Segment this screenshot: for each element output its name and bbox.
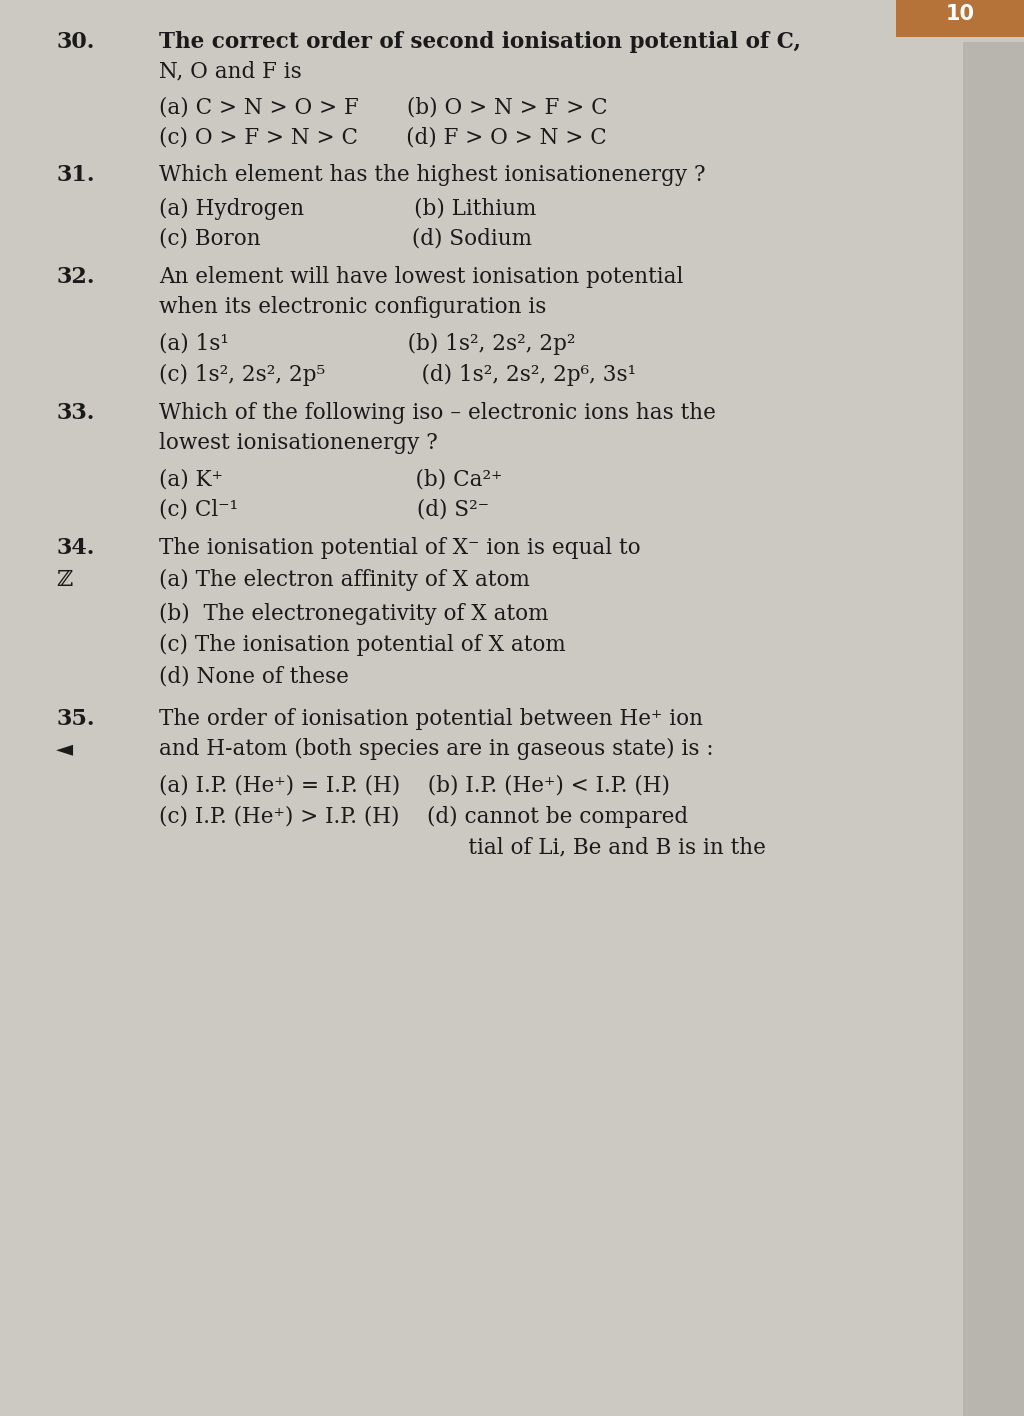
Text: 35.: 35. [56,708,95,731]
Text: (c) Boron                      (d) Sodium: (c) Boron (d) Sodium [159,228,531,251]
Bar [963,42,1024,1416]
Text: (c) 1s², 2s², 2p⁵              (d) 1s², 2s², 2p⁶, 3s¹: (c) 1s², 2s², 2p⁵ (d) 1s², 2s², 2p⁶, 3s¹ [159,364,636,387]
Text: 33.: 33. [56,402,94,425]
Text: tial of Li, Be and B is in the: tial of Li, Be and B is in the [159,837,766,860]
Text: ◄: ◄ [56,738,74,760]
Text: (a) 1s¹                          (b) 1s², 2s², 2p²: (a) 1s¹ (b) 1s², 2s², 2p² [159,333,575,355]
Text: The ionisation potential of X⁻ ion is equal to: The ionisation potential of X⁻ ion is eq… [159,537,640,559]
Text: An element will have lowest ionisation potential: An element will have lowest ionisation p… [159,266,683,289]
Text: when its electronic configuration is: when its electronic configuration is [159,296,546,319]
Text: and H-atom (both species are in gaseous state) is :: and H-atom (both species are in gaseous … [159,738,714,760]
Text: N, O and F is: N, O and F is [159,61,301,84]
Text: The correct order of second ionisation potential of C,: The correct order of second ionisation p… [159,31,801,54]
Text: (a) C > N > O > F       (b) O > N > F > C: (a) C > N > O > F (b) O > N > F > C [159,96,607,119]
Text: The order of ionisation potential between He⁺ ion: The order of ionisation potential betwee… [159,708,702,731]
Text: 10: 10 [946,4,975,24]
Text: (c) Cl⁻¹                          (d) S²⁻: (c) Cl⁻¹ (d) S²⁻ [159,498,488,521]
Text: lowest ionisationenergy ?: lowest ionisationenergy ? [159,432,437,455]
Text: (b)  The electronegativity of X atom: (b) The electronegativity of X atom [159,603,548,626]
Text: (c) The ionisation potential of X atom: (c) The ionisation potential of X atom [159,634,565,657]
Text: (a) The electron affinity of X atom: (a) The electron affinity of X atom [159,569,529,592]
Text: (a) I.P. (He⁺) = I.P. (H)    (b) I.P. (He⁺) < I.P. (H): (a) I.P. (He⁺) = I.P. (H) (b) I.P. (He⁺)… [159,775,670,797]
Text: 30.: 30. [56,31,94,54]
Text: Which of the following iso – electronic ions has the: Which of the following iso – electronic … [159,402,716,425]
Text: 34.: 34. [56,537,94,559]
Text: Which element has the highest ionisationenergy ?: Which element has the highest ionisation… [159,164,706,187]
Text: 32.: 32. [56,266,95,289]
Text: (c) O > F > N > C       (d) F > O > N > C: (c) O > F > N > C (d) F > O > N > C [159,126,606,149]
Text: (d) None of these: (d) None of these [159,666,348,688]
Text: ℤ: ℤ [56,569,73,592]
Text: (c) I.P. (He⁺) > I.P. (H)    (d) cannot be compared: (c) I.P. (He⁺) > I.P. (H) (d) cannot be … [159,806,688,828]
FancyBboxPatch shape [896,0,1024,37]
Text: (a) K⁺                            (b) Ca²⁺: (a) K⁺ (b) Ca²⁺ [159,469,502,491]
Text: (a) Hydrogen                (b) Lithium: (a) Hydrogen (b) Lithium [159,198,537,221]
Text: 31.: 31. [56,164,95,187]
